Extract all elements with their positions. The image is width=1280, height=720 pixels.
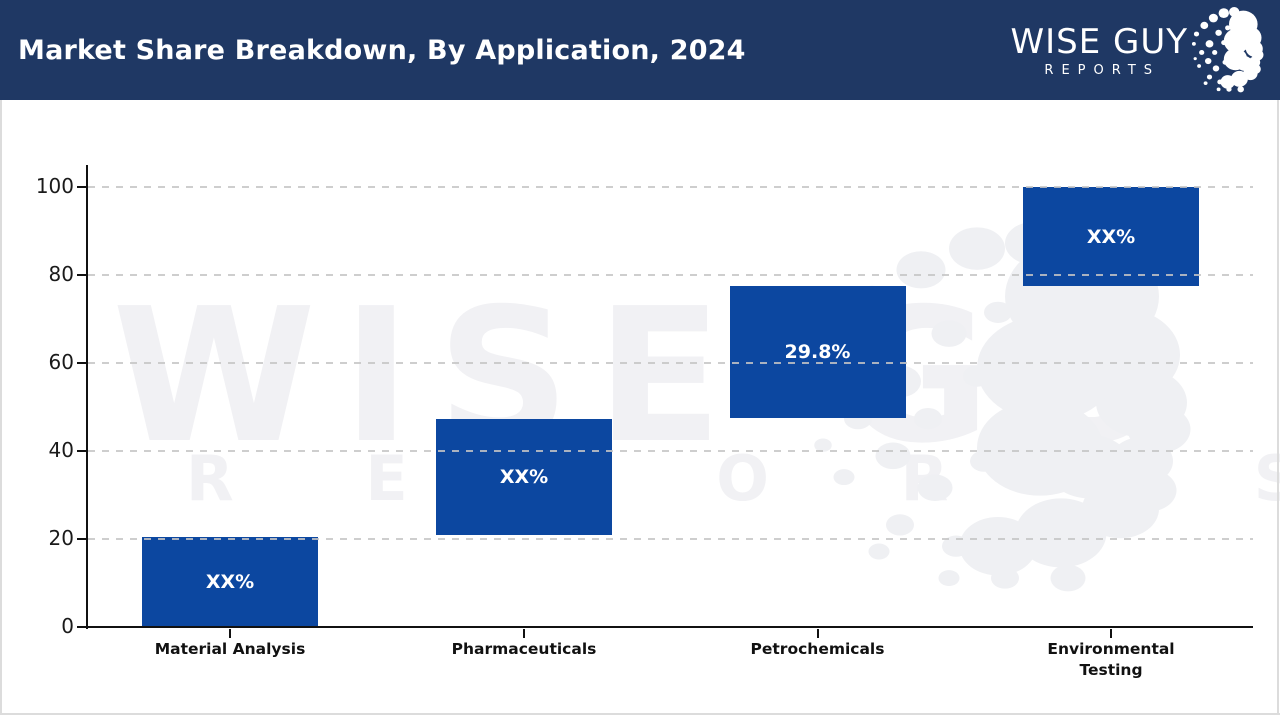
y-axis-line bbox=[86, 165, 88, 629]
x-category-label: Material Analysis bbox=[154, 640, 306, 658]
bar-value-label: 29.8% bbox=[784, 341, 851, 363]
content-border-right bbox=[1277, 100, 1279, 714]
page-title: Market Share Breakdown, By Application, … bbox=[18, 34, 746, 66]
content-border-left bbox=[0, 100, 2, 714]
header-bar: Market Share Breakdown, By Application, … bbox=[0, 0, 1280, 100]
gridline bbox=[88, 274, 1253, 276]
gridline bbox=[88, 450, 1253, 452]
y-tick-mark bbox=[77, 450, 88, 452]
y-tick-mark bbox=[77, 362, 88, 364]
y-tick-mark bbox=[77, 538, 88, 540]
y-tick-mark bbox=[77, 274, 88, 276]
bar-value-label: XX% bbox=[499, 465, 549, 488]
bar-value-label: XX% bbox=[205, 571, 255, 594]
x-tick-mark bbox=[229, 629, 231, 638]
x-category-label: Environmental Testing bbox=[1047, 640, 1175, 679]
x-tick-mark bbox=[523, 629, 525, 638]
x-axis-line bbox=[86, 626, 1253, 628]
y-tick-mark bbox=[77, 626, 88, 628]
y-tick-label: 0 bbox=[61, 614, 74, 638]
y-tick-label: 80 bbox=[48, 262, 74, 286]
gridline bbox=[88, 538, 1253, 540]
bar-segment: XX% bbox=[1023, 187, 1199, 286]
gridline bbox=[88, 186, 1253, 188]
x-tick-mark bbox=[816, 629, 819, 638]
bar-segment: XX% bbox=[142, 537, 318, 627]
y-tick-label: 100 bbox=[35, 174, 74, 198]
y-tick-mark bbox=[77, 186, 88, 188]
wiseguy-logo-line2: REPORTS bbox=[1044, 63, 1161, 78]
y-tick-label: 60 bbox=[48, 350, 74, 374]
gridline bbox=[88, 362, 1253, 364]
bar-segment: 29.8% bbox=[729, 286, 906, 418]
content-border-bottom bbox=[0, 713, 1280, 715]
wiseguy-head-icon bbox=[1191, 7, 1264, 93]
x-category-label: Pharmaceuticals bbox=[451, 640, 597, 658]
wiseguy-logo-text: WISE GUY REPORTS bbox=[1010, 24, 1188, 78]
y-tick-label: 40 bbox=[48, 438, 74, 462]
bar-value-label: XX% bbox=[1086, 225, 1136, 248]
bar-segment: XX% bbox=[436, 418, 612, 536]
x-category-label: Petrochemicals bbox=[750, 640, 885, 658]
wiseguy-logo: WISE GUY REPORTS bbox=[1006, 4, 1268, 96]
x-tick-mark bbox=[1110, 629, 1112, 638]
y-tick-label: 20 bbox=[48, 526, 74, 550]
wiseguy-logo-line1: WISE GUY bbox=[1010, 22, 1188, 62]
